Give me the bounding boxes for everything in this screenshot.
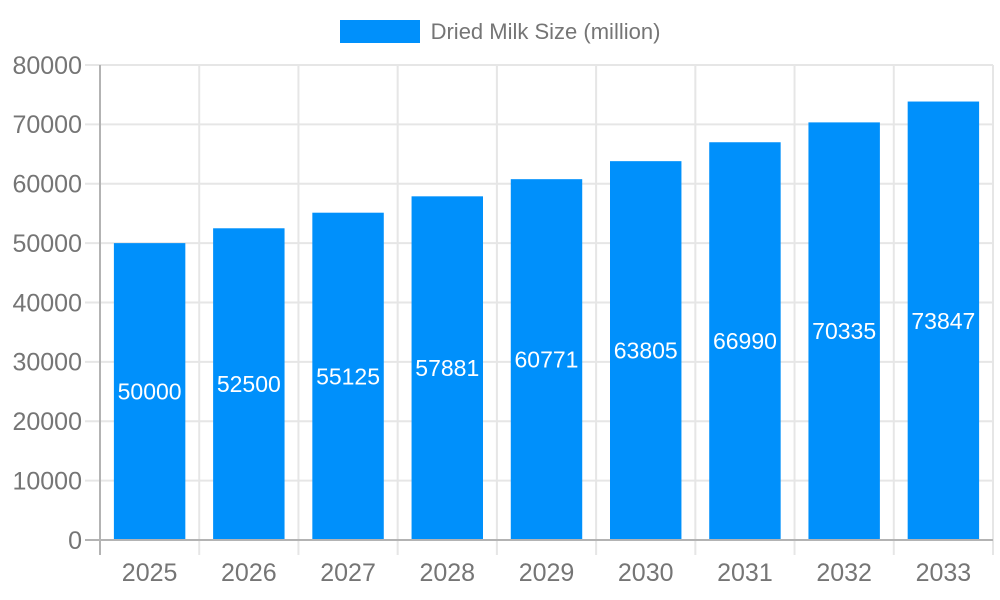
x-axis-label: 2031	[717, 559, 773, 587]
y-tick-label: 30000	[12, 349, 82, 377]
x-axis-label: 2025	[122, 559, 178, 587]
y-tick-label: 50000	[12, 230, 82, 258]
bar-value-label: 60771	[515, 347, 579, 373]
bar-value-label: 63805	[614, 338, 678, 364]
y-tick-label: 0	[68, 527, 82, 555]
chart-legend: Dried Milk Size (million)	[0, 20, 1000, 43]
y-tick-label: 60000	[12, 171, 82, 199]
bar-2030[interactable]	[610, 161, 682, 540]
bar-2025[interactable]	[113, 243, 186, 540]
bar-value-label: 73847	[911, 308, 975, 334]
legend-item-dried-milk-size[interactable]: Dried Milk Size (million)	[339, 19, 661, 44]
x-axis-label: 2028	[419, 559, 475, 587]
bar-value-label: 66990	[713, 328, 777, 354]
bar-2031[interactable]	[709, 142, 781, 540]
y-tick-label: 10000	[12, 467, 82, 495]
y-tick-label: 70000	[12, 111, 82, 139]
y-tick-label: 40000	[12, 289, 82, 317]
bar-2029[interactable]	[510, 179, 583, 540]
bar-value-label: 52500	[217, 371, 281, 397]
bar-value-label: 50000	[118, 379, 182, 405]
bar-2033[interactable]	[907, 101, 980, 540]
bar-2032[interactable]	[808, 122, 880, 541]
legend-label: Dried Milk Size (million)	[430, 19, 661, 44]
bar-2026[interactable]	[213, 228, 285, 540]
bar-value-label: 55125	[316, 363, 380, 389]
x-axis-label: 2026	[221, 559, 277, 587]
x-axis-label: 2027	[320, 559, 376, 587]
legend-swatch	[339, 20, 420, 43]
bar-value-label: 70335	[812, 318, 876, 344]
bar-value-label: 57881	[415, 355, 479, 381]
x-axis-label: 2030	[618, 559, 674, 587]
x-axis-label: 2033	[916, 559, 972, 587]
x-axis-label: 2032	[816, 559, 872, 587]
bar-2027[interactable]	[312, 212, 384, 540]
y-tick-label: 20000	[12, 408, 82, 436]
x-axis-label: 2029	[519, 559, 575, 587]
y-tick-label: 80000	[12, 52, 82, 80]
bar-2028[interactable]	[411, 196, 483, 541]
